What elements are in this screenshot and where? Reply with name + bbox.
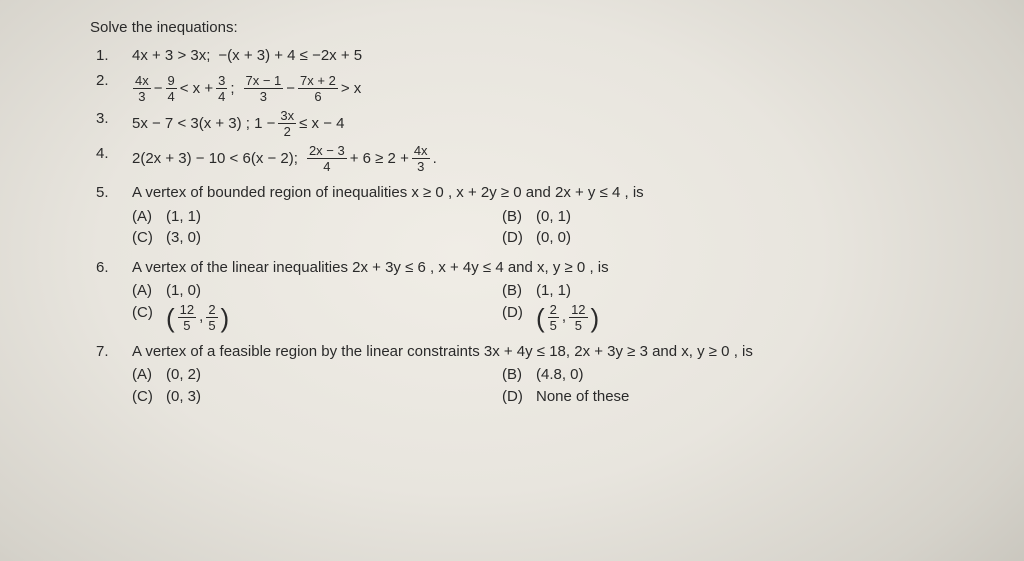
options: (A)(1, 0) (B)(1, 1) (C) ( 125 , 25 ) (D) xyxy=(132,281,852,332)
option-c: (C)(3, 0) xyxy=(132,228,482,248)
fraction: 3x2 xyxy=(278,109,296,138)
question-number: 3. xyxy=(96,109,132,129)
question-3: 3. 5x − 7 < 3(x + 3) ; 1 − 3x2 ≤ x − 4 xyxy=(96,109,984,138)
expr: 5x − 7 < 3(x + 3) ; 1 − xyxy=(132,114,275,134)
question-1: 1. 4x + 3 > 3x; −(x + 3) + 4 ≤ −2x + 5 xyxy=(96,46,984,66)
options: (A)(0, 2) (B)(4.8, 0) (C)(0, 3) (D)None … xyxy=(132,365,852,406)
separator: ; xyxy=(230,79,234,99)
question-stem: A vertex of the linear inequalities 2x +… xyxy=(132,258,984,278)
paren-close-icon: ) xyxy=(221,305,230,331)
expr: −(x + 3) + 4 ≤ −2x + 5 xyxy=(218,46,362,66)
question-body: 2(2x + 3) − 10 < 6(x − 2); 2x − 34 + 6 ≥… xyxy=(132,144,984,173)
fraction: 94 xyxy=(166,74,177,103)
worksheet-page: Solve the inequations: 1. 4x + 3 > 3x; −… xyxy=(0,0,1024,406)
question-body: A vertex of bounded region of inequaliti… xyxy=(132,183,984,248)
option-d: (D)(0, 0) xyxy=(502,228,852,248)
option-b: (B)(0, 1) xyxy=(502,207,852,227)
question-body: 5x − 7 < 3(x + 3) ; 1 − 3x2 ≤ x − 4 xyxy=(132,109,984,138)
expr: 4x + 3 > 3x; xyxy=(132,46,210,66)
option-a: (A)(1, 1) xyxy=(132,207,482,227)
question-number: 5. xyxy=(96,183,132,203)
question-number: 4. xyxy=(96,144,132,164)
options: (A)(1, 1) (B)(0, 1) (C)(3, 0) (D)(0, 0) xyxy=(132,207,852,248)
option-d: (D)None of these xyxy=(502,387,852,407)
minus-sign: − xyxy=(286,79,295,99)
minus-sign: − xyxy=(154,79,163,99)
question-6: 6. A vertex of the linear inequalities 2… xyxy=(96,258,984,332)
comma: , xyxy=(199,307,203,327)
question-number: 1. xyxy=(96,46,132,66)
option-c: (C)(0, 3) xyxy=(132,387,482,407)
option-b: (B)(1, 1) xyxy=(502,281,852,301)
fraction: 2x − 34 xyxy=(307,144,347,173)
question-body: 4x3 − 94 < x + 34 ; 7x − 13 − 7x + 26 > … xyxy=(132,71,984,103)
option-a: (A)(0, 2) xyxy=(132,365,482,385)
fraction: 125 xyxy=(569,303,587,332)
option-b: (B)(4.8, 0) xyxy=(502,365,852,385)
expr: < x + xyxy=(180,79,213,99)
expr: > x xyxy=(341,79,361,99)
paren-open-icon: ( xyxy=(536,305,545,331)
section-title: Solve the inequations: xyxy=(90,18,984,38)
paren-open-icon: ( xyxy=(166,305,175,331)
fraction: 25 xyxy=(548,303,559,332)
option-c: (C) ( 125 , 25 ) xyxy=(132,303,482,332)
expr: 2(2x + 3) − 10 < 6(x − 2); xyxy=(132,149,298,169)
question-2: 2. 4x3 − 94 < x + 34 ; 7x − 13 − 7x + 26… xyxy=(96,71,984,103)
fraction: 34 xyxy=(216,74,227,103)
question-stem: A vertex of a feasible region by the lin… xyxy=(132,342,984,362)
question-4: 4. 2(2x + 3) − 10 < 6(x − 2); 2x − 34 + … xyxy=(96,144,984,173)
fraction: 7x − 13 xyxy=(244,74,284,103)
question-body: A vertex of the linear inequalities 2x +… xyxy=(132,258,984,332)
question-5: 5. A vertex of bounded region of inequal… xyxy=(96,183,984,248)
option-a: (A)(1, 0) xyxy=(132,281,482,301)
comma: , xyxy=(562,307,566,327)
fraction: 7x + 26 xyxy=(298,74,338,103)
fraction: 25 xyxy=(206,303,217,332)
question-stem: A vertex of bounded region of inequaliti… xyxy=(132,183,984,203)
expr: ≤ x − 4 xyxy=(299,114,344,134)
question-body: 4x + 3 > 3x; −(x + 3) + 4 ≤ −2x + 5 xyxy=(132,46,984,66)
option-d: (D) ( 25 , 125 ) xyxy=(502,303,852,332)
fraction: 4x3 xyxy=(412,144,430,173)
fraction: 125 xyxy=(178,303,196,332)
paren-close-icon: ) xyxy=(591,305,600,331)
expr: . xyxy=(433,149,437,169)
question-7: 7. A vertex of a feasible region by the … xyxy=(96,342,984,407)
question-number: 7. xyxy=(96,342,132,362)
question-number: 6. xyxy=(96,258,132,278)
question-body: A vertex of a feasible region by the lin… xyxy=(132,342,984,407)
expr: + 6 ≥ 2 + xyxy=(350,149,409,169)
question-number: 2. xyxy=(96,71,132,91)
fraction: 4x3 xyxy=(133,74,151,103)
